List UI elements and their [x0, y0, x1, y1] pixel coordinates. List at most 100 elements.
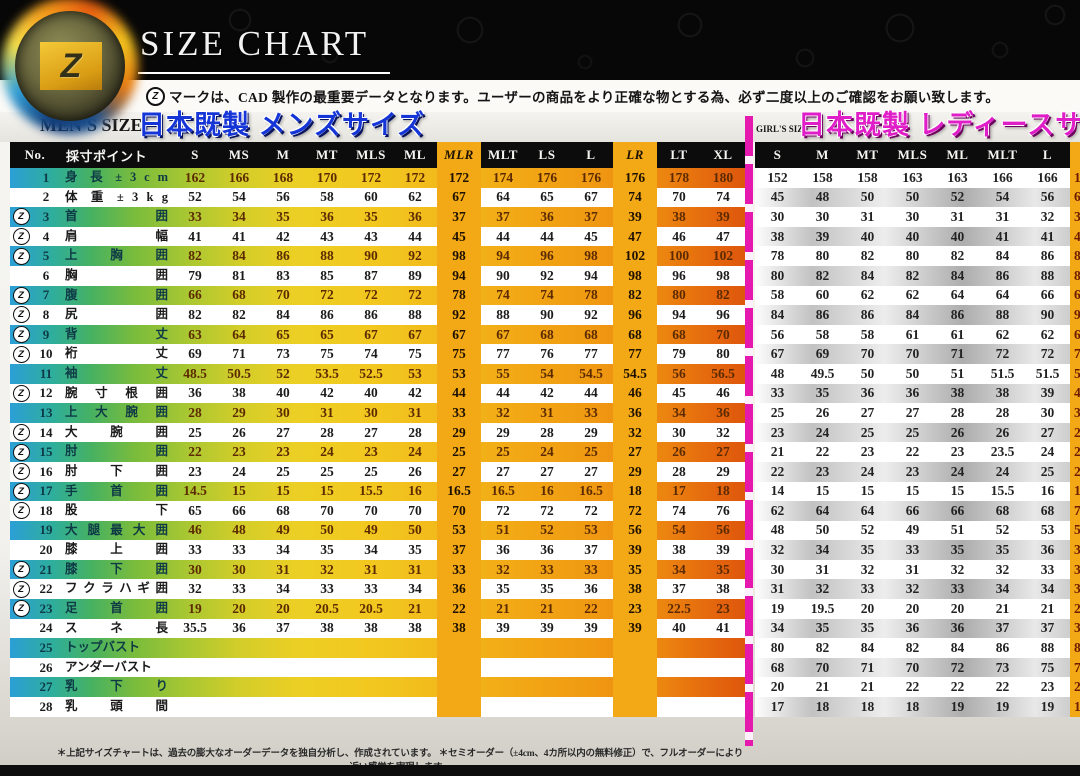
size-cell: 62	[860, 287, 875, 303]
table-row: 31 32 33 32 33 34 34 3	[755, 579, 1080, 600]
size-cell: 178	[668, 169, 690, 185]
size-cell: 58	[860, 326, 875, 342]
size-cell: 36	[496, 542, 510, 558]
size-cell: 16.5	[437, 481, 481, 502]
size-cell: 88	[408, 306, 422, 322]
size-cell: 24	[320, 444, 334, 460]
size-cell: 36	[950, 620, 965, 636]
size-cell	[173, 677, 217, 697]
col-header-size: LT	[670, 147, 688, 162]
size-cell: 44	[408, 228, 422, 244]
measure-point-label: 肘 下 囲	[65, 463, 168, 478]
size-cell: 163	[902, 169, 923, 185]
size-cell: 38	[950, 385, 965, 401]
size-cell: 66	[232, 502, 246, 518]
size-cell: 48	[770, 522, 785, 538]
size-cell: 82	[860, 248, 875, 264]
row-icon-slot	[10, 521, 32, 541]
size-cell: 40	[950, 228, 965, 244]
size-cell	[613, 697, 657, 717]
measure-point-label: ス ネ 長	[65, 620, 168, 635]
row-number: 24	[39, 620, 53, 636]
row-icon-slot	[10, 658, 32, 678]
cad-note-band: Z マークは、CAD 製作の最重要データとなります。ユーザーの商品をより正確な物…	[0, 80, 1080, 112]
size-cell: 34	[232, 208, 246, 224]
col-header-size: L	[586, 147, 596, 162]
table-row: 14 15 15 15 15 15.5 16 1	[755, 481, 1080, 502]
size-cell: 68	[995, 502, 1010, 518]
size-cell: 39	[716, 208, 730, 224]
size-cell: 22	[437, 599, 481, 619]
size-cell: 78	[437, 285, 481, 306]
table-row: 21 22 23 22 23 23.5 24 2	[755, 442, 1080, 462]
size-cell: 21	[860, 679, 875, 695]
size-cell: 54.5	[579, 365, 603, 381]
size-cell: 41	[716, 620, 730, 636]
size-cell: 36	[188, 385, 202, 401]
size-cell: 27	[364, 424, 378, 440]
size-cell: 90	[540, 306, 554, 322]
header-band: SIZE CHART	[0, 0, 1080, 80]
size-cell: 64	[860, 502, 875, 518]
size-cell: 38	[770, 228, 785, 244]
size-cell: 74	[540, 287, 554, 303]
size-cell: 38	[232, 385, 246, 401]
size-cell: 31	[408, 561, 422, 577]
row-icon-slot: Z	[10, 599, 32, 619]
size-cell: 56.5	[711, 365, 735, 381]
size-cell: 15	[950, 483, 965, 499]
size-cell: 23	[1040, 679, 1055, 695]
table-row: 6 胸 囲 79 81 83 85 87 89 94 90 92 94 98 96 98	[10, 265, 745, 286]
size-cell: 53	[437, 363, 481, 384]
size-cell: 2	[1070, 461, 1080, 482]
size-cell	[437, 697, 481, 717]
measure-point-label: 膝 上 囲	[65, 542, 168, 557]
size-cell: 37	[437, 207, 481, 227]
size-cell: 37	[584, 542, 598, 558]
size-cell: 92	[437, 305, 481, 325]
size-cell: 31	[364, 561, 378, 577]
size-cell: 35	[950, 542, 965, 558]
size-cell: 44	[496, 228, 510, 244]
size-cell: 25	[770, 404, 785, 420]
size-cell: 33	[905, 542, 920, 558]
size-cell: 86	[1040, 248, 1055, 264]
size-cell: 6	[1070, 324, 1080, 345]
size-cell: 68	[770, 659, 785, 675]
size-cell: 80	[770, 267, 785, 283]
size-cell: 50	[860, 365, 875, 381]
size-cell: 86	[276, 248, 290, 264]
size-cell: 29	[437, 422, 481, 443]
size-cell: 32	[320, 561, 334, 577]
size-cell: 53	[408, 365, 422, 381]
size-cell: 16.5	[491, 483, 515, 499]
size-cell: 19.5	[810, 600, 835, 616]
size-cell: 38	[995, 385, 1010, 401]
table-row: 34 35 35 36 36 37 37 3	[755, 618, 1080, 639]
measure-point-label: 身 長 ± 3 c m	[65, 170, 168, 184]
size-cell: 52.5	[359, 365, 383, 381]
size-cell: 32	[716, 424, 730, 440]
row-number: 6	[42, 267, 50, 283]
size-cell	[437, 638, 481, 658]
row-icon-slot	[10, 638, 32, 658]
size-cell: 35	[613, 559, 657, 580]
size-cell: 65	[540, 189, 554, 205]
size-cell	[569, 638, 613, 658]
size-cell: 23	[364, 444, 378, 460]
size-cell: 60	[364, 189, 378, 205]
table-row: 33 35 36 36 38 38 39 4	[755, 383, 1080, 404]
size-cell: 86	[320, 306, 334, 322]
size-cell: 33	[1040, 561, 1055, 577]
size-cell: 54	[672, 522, 686, 538]
size-cell: 49	[905, 522, 920, 538]
size-cell: 27	[716, 444, 730, 460]
size-cell: 66	[905, 502, 920, 518]
size-cell: 26	[408, 463, 422, 479]
size-cell: 36	[860, 385, 875, 401]
size-cell: 29	[716, 463, 730, 479]
table-row: 67 69 70 70 71 72 72 7	[755, 344, 1080, 364]
bubbles-texture	[0, 0, 1080, 80]
